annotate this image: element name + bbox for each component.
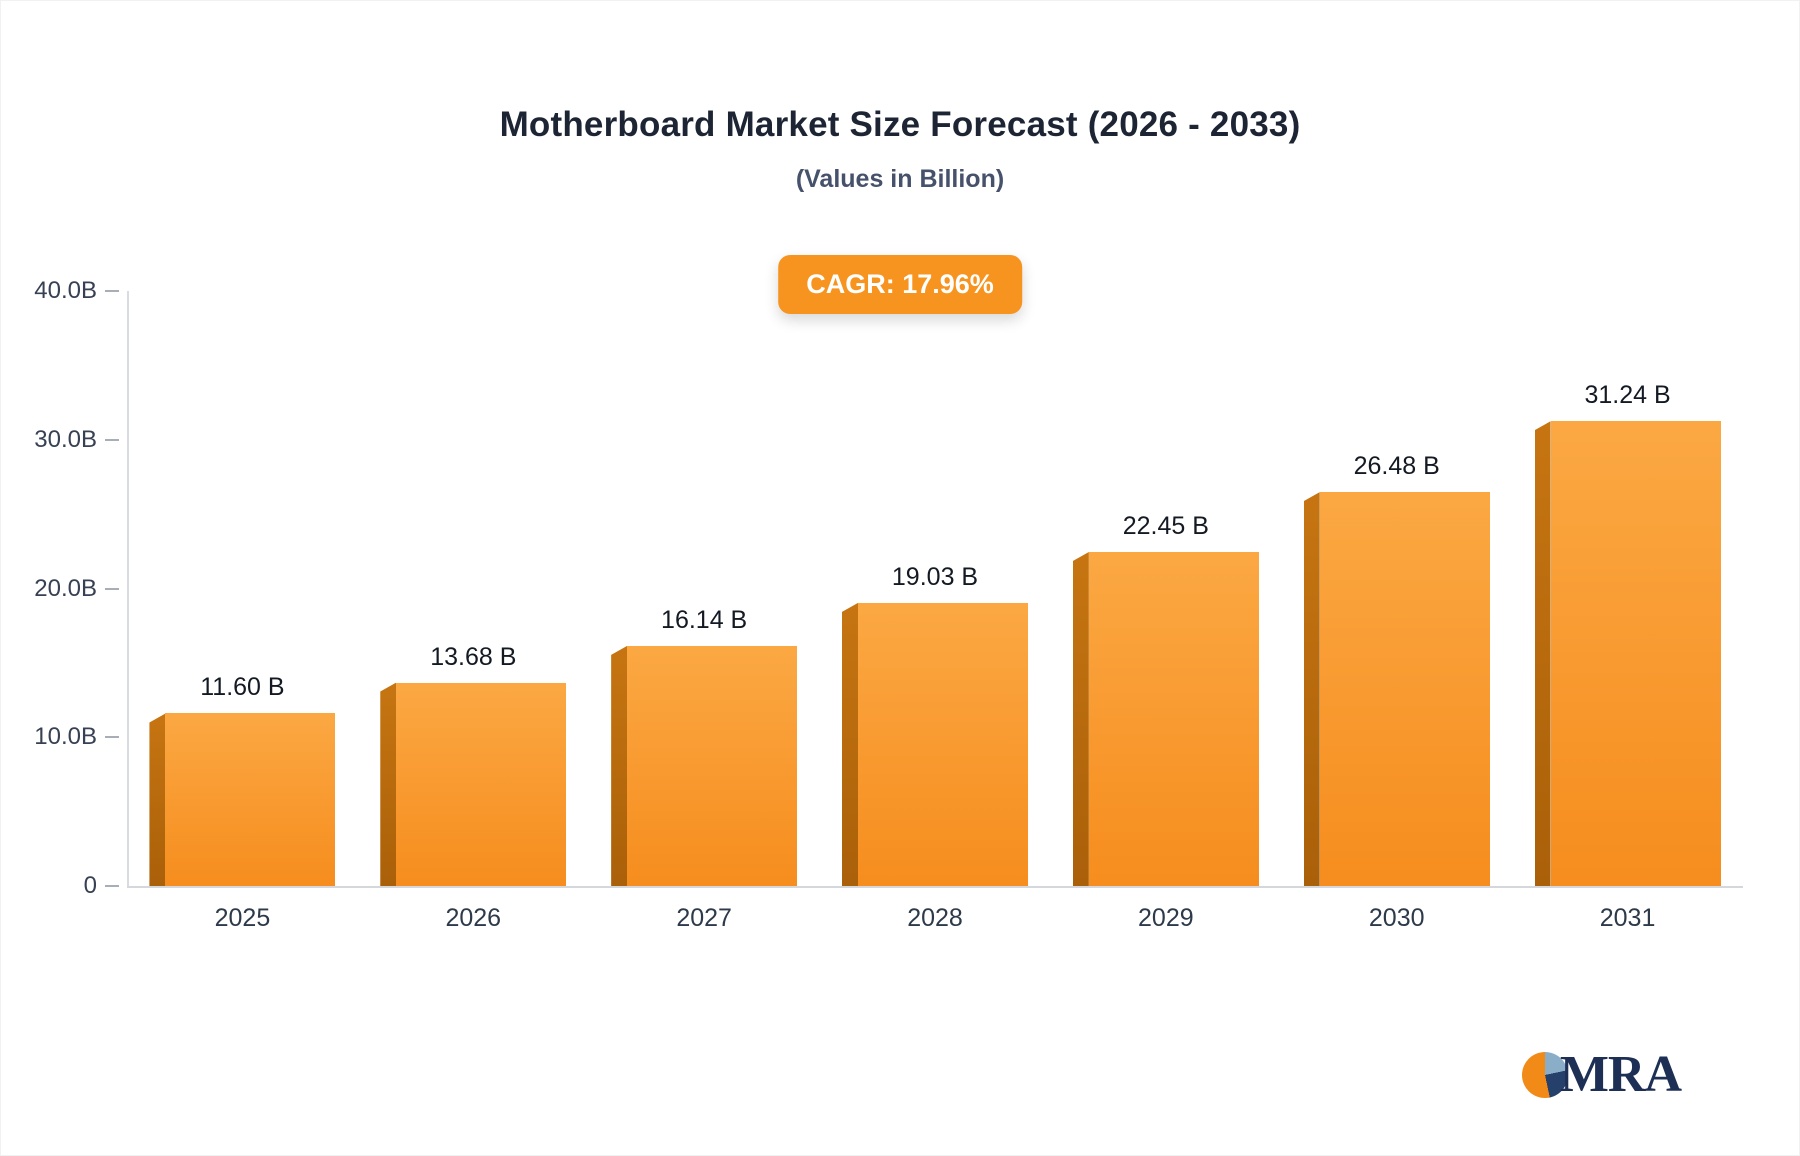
bar-2025 — [149, 713, 336, 886]
bar-side-face — [1534, 421, 1551, 886]
x-tick-label: 2029 — [1138, 904, 1194, 932]
y-tick-label: 0 — [83, 872, 97, 899]
bar-side-face — [149, 713, 166, 886]
bar-front-face — [627, 645, 798, 886]
bar-2029 — [1072, 552, 1259, 886]
bar-value-label: 31.24 B — [1584, 381, 1671, 410]
bar-value-label: 26.48 B — [1353, 452, 1440, 481]
y-tick-mark — [105, 587, 119, 590]
x-tick-label: 2028 — [907, 904, 963, 932]
chart-subtitle: (Values in Billion) — [795, 165, 1005, 193]
bar-2030 — [1303, 492, 1490, 886]
y-tick-mark — [105, 290, 119, 292]
bar-side-face — [380, 682, 397, 886]
chart-title: Motherboard Market Size Forecast (2026 -… — [499, 105, 1301, 144]
bar-value-label: 19.03 B — [891, 562, 979, 591]
bar-side-face — [1072, 552, 1089, 886]
y-tick-mark — [105, 885, 119, 887]
bar-front-face — [858, 602, 1028, 886]
bar-value-label: 13.68 B — [430, 642, 517, 671]
bar-side-face — [1303, 492, 1320, 886]
bar-front-face — [1319, 492, 1490, 886]
brand-logo: MRA — [1521, 1046, 1682, 1103]
brand-logo-pie-icon — [1521, 1052, 1568, 1098]
y-tick-label: 40.0B — [34, 277, 97, 304]
brand-logo-text: MRA — [1559, 1046, 1682, 1103]
x-tick-label: 2025 — [214, 904, 271, 932]
bar-2027 — [611, 645, 798, 886]
y-tick-mark — [105, 438, 119, 441]
x-tick-label: 2031 — [1599, 904, 1656, 932]
y-tick-label: 10.0B — [34, 723, 97, 751]
y-tick-label: 30.0B — [34, 425, 97, 453]
cagr-badge: CAGR: 17.96% — [778, 255, 1022, 314]
bar-side-face — [842, 602, 858, 886]
x-axis-baseline — [127, 886, 1743, 888]
bar-front-face — [396, 682, 567, 886]
bar-front-face — [165, 713, 336, 886]
bar-side-face — [611, 645, 628, 886]
bar-2026 — [380, 682, 567, 886]
bar-front-face — [1550, 421, 1721, 886]
x-tick-label: 2027 — [676, 904, 732, 932]
bar-2031 — [1534, 421, 1721, 886]
bar-value-label: 22.45 B — [1122, 512, 1209, 541]
bar-2028 — [842, 602, 1028, 886]
bar-value-label: 11.60 B — [200, 673, 285, 702]
bar-value-label: 16.14 B — [661, 605, 748, 634]
bar-front-face — [1088, 552, 1259, 886]
x-tick-label: 2026 — [445, 904, 502, 932]
y-tick-label: 20.0B — [34, 574, 97, 602]
y-tick-mark — [105, 736, 119, 739]
x-tick-label: 2030 — [1368, 904, 1425, 932]
y-axis-line — [127, 291, 129, 888]
